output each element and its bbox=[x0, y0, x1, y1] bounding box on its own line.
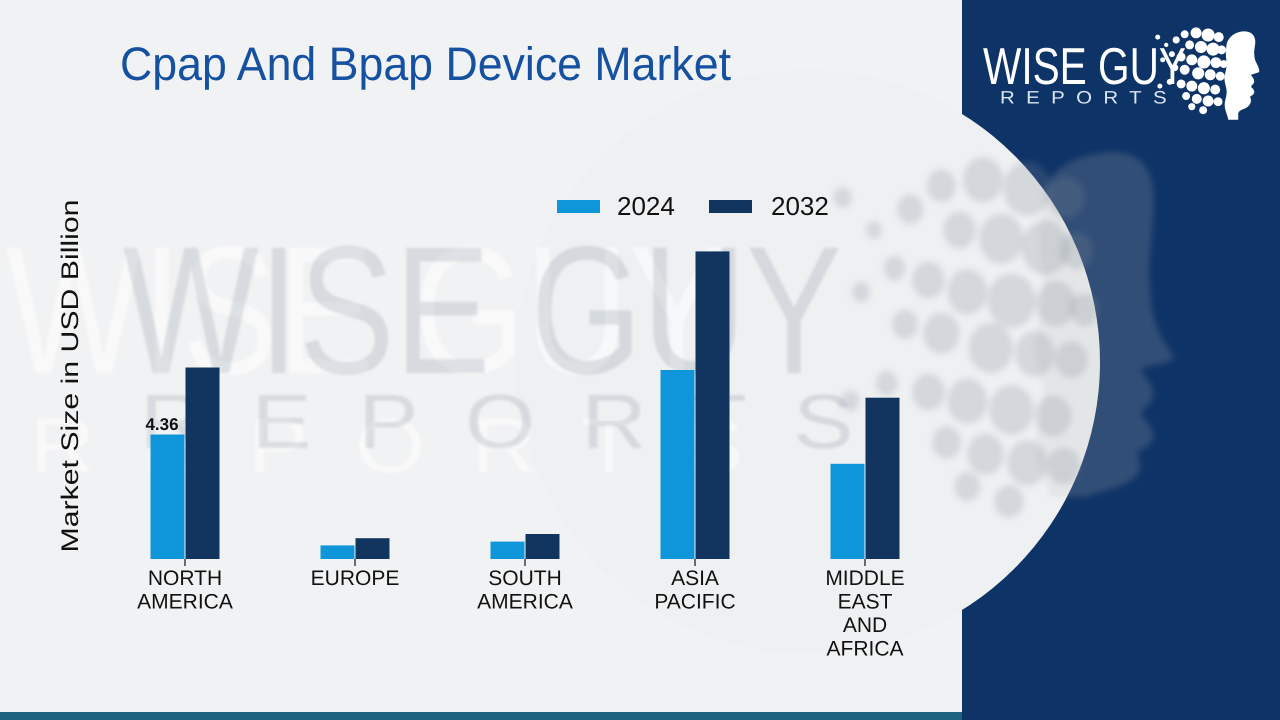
svg-text:2024: 2024 bbox=[617, 191, 675, 221]
svg-text:Market Size in USD Billion: Market Size in USD Billion bbox=[57, 200, 84, 553]
svg-text:2032: 2032 bbox=[771, 191, 829, 221]
svg-text:REPORTS: REPORTS bbox=[140, 379, 900, 465]
svg-text:REPORTS: REPORTS bbox=[1000, 88, 1178, 108]
svg-text:Cpap And Bpap Device Market: Cpap And Bpap Device Market bbox=[120, 37, 731, 90]
svg-text:REPORTS: REPORTS bbox=[30, 403, 790, 489]
svg-text:EUROPE: EUROPE bbox=[311, 567, 400, 590]
svg-text:WISE GUY: WISE GUY bbox=[6, 208, 725, 412]
svg-text:4.36: 4.36 bbox=[145, 415, 178, 434]
svg-text:WISE GUY: WISE GUY bbox=[983, 38, 1186, 96]
